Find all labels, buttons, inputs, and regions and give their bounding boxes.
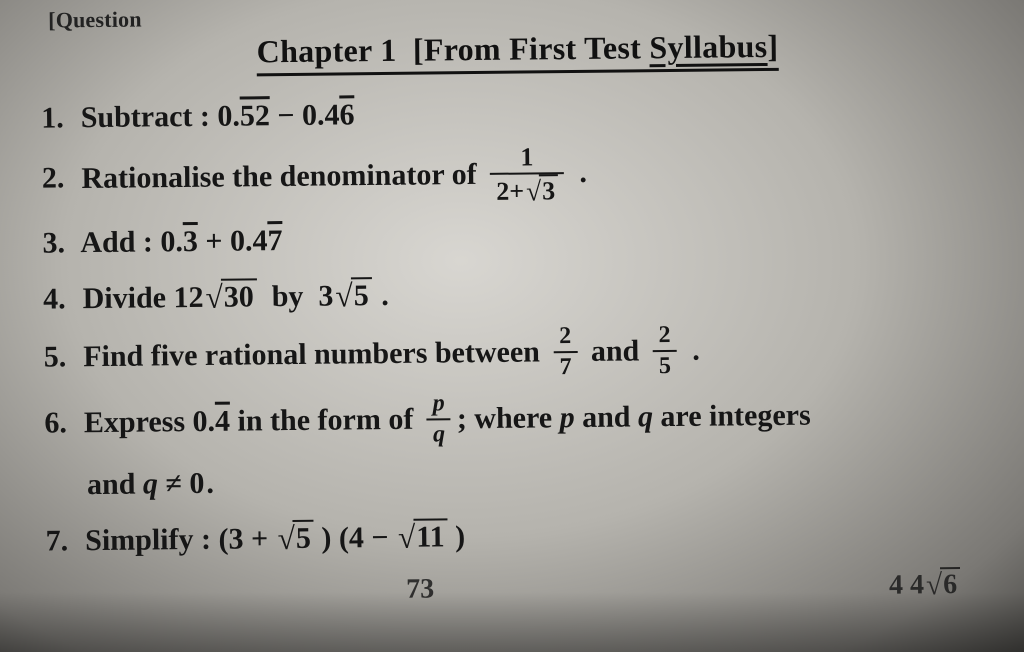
q5-lead: Find five rational numbers between xyxy=(83,335,540,373)
q2-den-sqrt: 3 xyxy=(524,176,558,205)
q6-var-p: p xyxy=(559,401,574,434)
q4-trail: . xyxy=(381,279,389,312)
q7-rad2: 11 xyxy=(413,518,448,553)
q2-trail: . xyxy=(579,156,587,189)
question-2: 2. Rationalise the denominator of 1 2+3 … xyxy=(42,140,997,212)
q3-a-int: 0. xyxy=(160,226,183,259)
q3-b-int: 0.4 xyxy=(230,225,268,258)
q5-frac2: 2 5 xyxy=(652,323,677,380)
q4-rad-b: 5 xyxy=(351,277,372,312)
question-6: 6. Express 0.4 in the form of p q ; wher… xyxy=(44,388,999,508)
q2-den-rad: 3 xyxy=(539,174,558,205)
q7-p1-close: ) xyxy=(321,521,331,554)
q3-number: 3. xyxy=(42,222,74,266)
page: [Question Chapter 1 [From First Test Syl… xyxy=(0,0,1024,611)
q5-and: and xyxy=(591,334,640,368)
q2-frac-den: 2+ 3 xyxy=(490,174,564,205)
q6-l2-dot: . xyxy=(206,467,214,500)
question-3: 3. Add : 0.3 + 0.47 xyxy=(42,212,996,265)
q4-sqrt-b: 5 xyxy=(333,272,372,318)
q5-frac1-num: 2 xyxy=(553,324,577,353)
chapter-heading-wrap: Chapter 1 [From First Test Syllabus] xyxy=(40,26,994,79)
q6-number: 6. xyxy=(44,401,76,445)
q5-trail: . xyxy=(692,333,700,366)
q5-frac1-den: 7 xyxy=(553,353,577,380)
q6-mid2: ; where xyxy=(457,401,553,435)
q1-lead: Subtract : xyxy=(81,100,210,134)
q6-dec-int: 0. xyxy=(192,405,215,438)
q3-b-rep: 7 xyxy=(267,225,282,258)
chapter-underlined: Syllabus xyxy=(649,28,767,65)
q2-lead: Rationalise the denominator of xyxy=(81,157,477,194)
q4-coef-a: 12 xyxy=(173,281,203,314)
q1-b-int: 0.4 xyxy=(302,98,340,131)
q7-rad1: 5 xyxy=(293,520,314,555)
q3-a-rep: 3 xyxy=(183,225,198,258)
q1-a-int: 0. xyxy=(217,99,240,132)
cutoff-rad: 6 xyxy=(940,567,960,600)
cutoff-left: 73 xyxy=(406,573,434,605)
q4-sqrt-a: 30 xyxy=(203,273,257,319)
q7-p2-open: (4 − xyxy=(339,521,389,555)
bracket-open: [ xyxy=(413,32,424,68)
q4-by: by xyxy=(272,280,304,313)
q4-coef-b: 3 xyxy=(318,279,333,312)
q6-mid1: in the form of xyxy=(237,403,413,438)
q4-number: 4. xyxy=(43,277,75,321)
q5-number: 5. xyxy=(44,335,76,379)
q7-p2-close: ) xyxy=(455,520,465,553)
q6-tail: are integers xyxy=(660,399,811,434)
question-5: 5. Find five rational numbers between 2 … xyxy=(43,321,998,387)
cutoff-right-coef: 4 4 xyxy=(889,569,924,600)
chapter-label: Chapter 1 xyxy=(257,32,397,69)
q6-l2-neq: ≠ 0 xyxy=(165,467,204,500)
q5-frac2-den: 5 xyxy=(653,352,677,379)
question-4: 4. Divide 12 30 by 35 . xyxy=(43,266,997,322)
q6-l2-var: q xyxy=(143,468,158,501)
q6-line2: and q ≠ 0. xyxy=(87,454,999,507)
q6-frac-den: q xyxy=(427,420,451,447)
q7-sqrt2: 11 xyxy=(396,513,448,559)
q4-rad-a: 30 xyxy=(221,278,257,313)
q6-lead: Express xyxy=(84,405,185,439)
q1-number: 1. xyxy=(41,96,73,140)
q1-a-rep: 52 xyxy=(240,99,270,132)
q2-number: 2. xyxy=(42,157,74,201)
q6-mid3: and xyxy=(582,400,631,434)
q2-den-pre: 2+ xyxy=(496,176,524,205)
q6-frac-num: p xyxy=(427,391,451,420)
q6-dec-rep: 4 xyxy=(215,405,230,438)
q1-b-rep: 6 xyxy=(339,98,354,131)
cutoff-bottom: 73 4 4 6 xyxy=(46,567,1000,610)
cutoff-sqrt: 6 xyxy=(924,568,960,601)
q7-p1-open: (3 + xyxy=(218,522,268,556)
chapter-mid: From First Test xyxy=(424,29,642,67)
q2-fraction: 1 2+ 3 xyxy=(490,143,564,206)
chapter-heading: Chapter 1 [From First Test Syllabus] xyxy=(257,28,779,76)
q6-l2-lead: and xyxy=(87,468,136,502)
q3-lead: Add : xyxy=(80,226,153,260)
bracket-close: ] xyxy=(767,28,778,64)
q6-frac: p q xyxy=(427,391,452,448)
q3-plus: + xyxy=(205,225,222,258)
q7-sqrt1: 5 xyxy=(275,515,314,561)
q2-frac-num: 1 xyxy=(490,143,564,175)
q7-lead: Simplify : xyxy=(85,523,211,557)
q6-var-q: q xyxy=(638,400,653,433)
q5-frac2-num: 2 xyxy=(652,323,676,352)
q5-frac1: 2 7 xyxy=(553,324,578,381)
q1-minus: − xyxy=(277,99,294,132)
question-7: 7. Simplify : (3 + 5 ) (4 − 11 ) xyxy=(45,507,999,563)
question-1: 1. Subtract : 0.52 − 0.46 xyxy=(41,87,995,140)
q7-number: 7. xyxy=(45,519,77,563)
q4-lead: Divide xyxy=(82,281,166,315)
